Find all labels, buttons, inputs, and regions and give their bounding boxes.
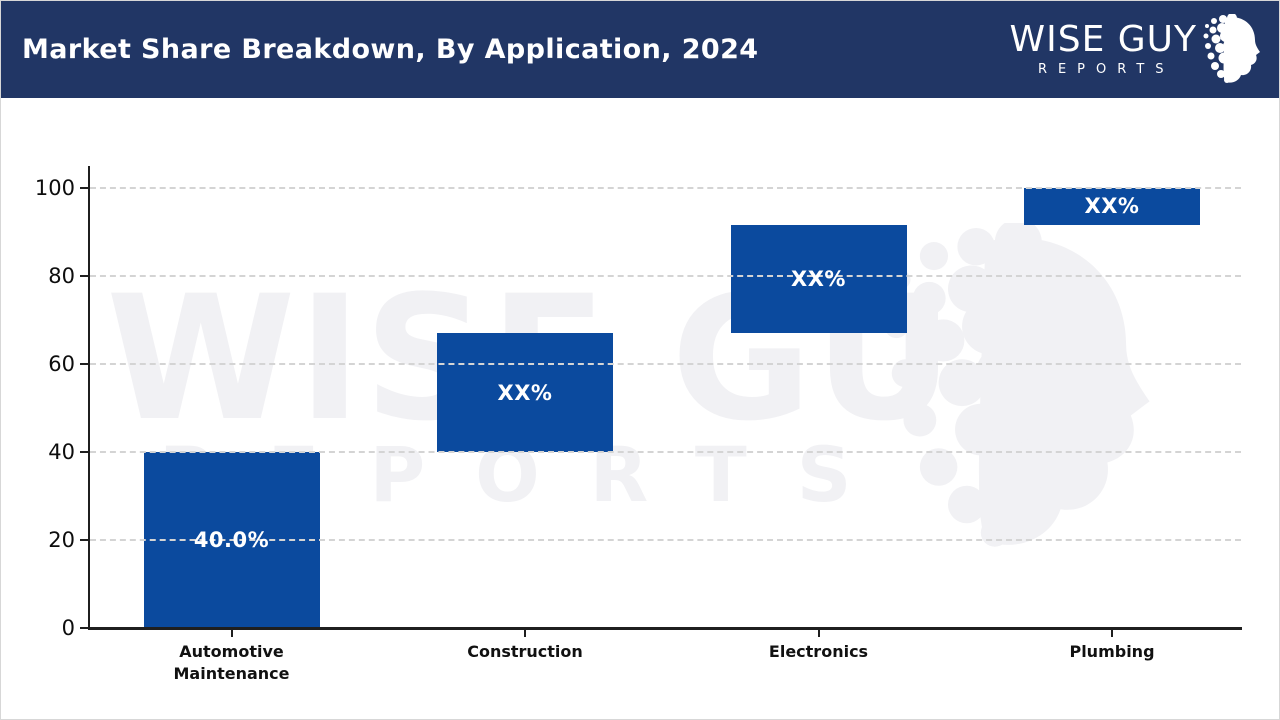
y-tick-mark bbox=[80, 363, 88, 365]
gridline bbox=[90, 363, 1241, 365]
brand-logo-text: WISE GUY REPORTS bbox=[1009, 19, 1198, 78]
bar-value-label: 40.0% bbox=[193, 528, 270, 552]
y-tick-label: 100 bbox=[34, 176, 75, 200]
y-tick-label: 60 bbox=[48, 352, 75, 376]
header: Market Share Breakdown, By Application, … bbox=[1, 1, 1279, 98]
y-tick-label: 20 bbox=[48, 528, 75, 552]
x-axis-line bbox=[88, 627, 1242, 630]
brand-subtitle: REPORTS bbox=[1037, 62, 1175, 77]
x-tick-mark bbox=[817, 630, 820, 637]
y-tick-mark bbox=[80, 627, 88, 629]
x-tick-mark bbox=[524, 630, 526, 637]
brand-logo: WISE GUY REPORTS bbox=[1009, 13, 1266, 86]
bar-segment bbox=[730, 224, 907, 334]
y-tick-mark bbox=[80, 275, 88, 277]
y-tick-label: 80 bbox=[48, 264, 75, 288]
x-tick-mark bbox=[1111, 630, 1113, 637]
y-tick-mark bbox=[80, 187, 88, 189]
x-category-label: Automotive Maintenance bbox=[173, 642, 290, 683]
watermark-head-logo bbox=[884, 223, 1150, 547]
x-category-label: Construction bbox=[467, 642, 583, 661]
bar-value-label: XX% bbox=[497, 380, 553, 405]
gridline bbox=[90, 187, 1241, 189]
bar-segment bbox=[1024, 188, 1200, 225]
y-tick-label: 40 bbox=[48, 440, 75, 464]
bar-value-label: XX% bbox=[1084, 194, 1140, 219]
bar-segment bbox=[437, 333, 613, 452]
x-category-label: Plumbing bbox=[1069, 642, 1155, 661]
x-category-label: Electronics bbox=[768, 642, 869, 661]
y-tick-mark bbox=[80, 539, 88, 541]
brand-head-icon bbox=[1203, 13, 1260, 83]
bar-value-label: XX% bbox=[791, 266, 846, 291]
x-tick-mark bbox=[230, 630, 233, 637]
gridline bbox=[90, 451, 1241, 453]
y-tick-label: 0 bbox=[61, 616, 75, 640]
brand-name: WISE GUY bbox=[1009, 19, 1197, 60]
page-title: Market Share Breakdown, By Application, … bbox=[22, 34, 759, 65]
y-axis-line bbox=[88, 166, 90, 630]
gridline bbox=[90, 275, 1241, 277]
y-tick-mark bbox=[80, 451, 88, 453]
gridline bbox=[90, 539, 1241, 541]
